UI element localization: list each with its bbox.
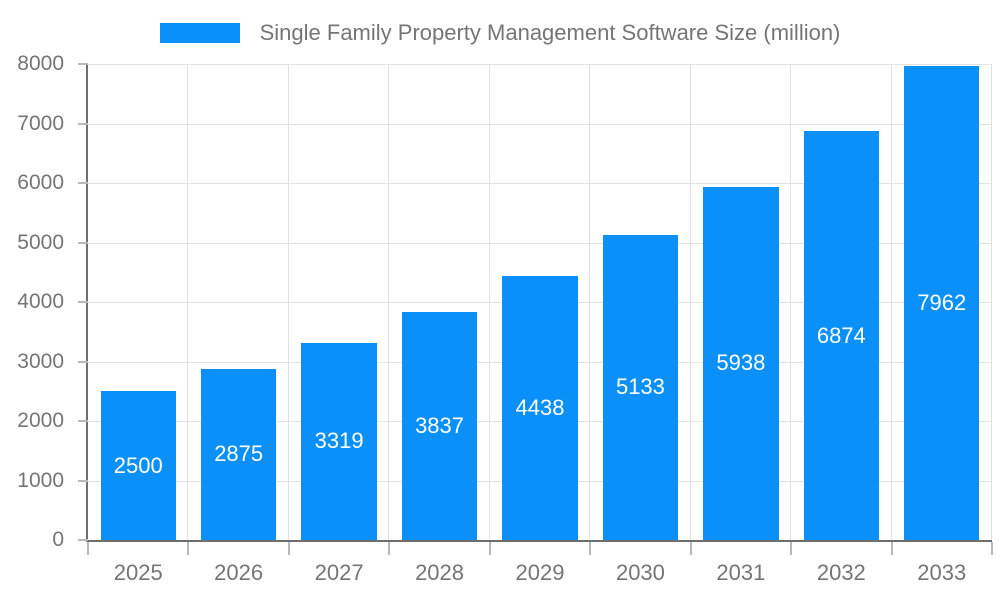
x-axis-label: 2025 — [113, 560, 163, 585]
y-axis-label: 7000 — [17, 111, 64, 135]
y-axis-label: 1000 — [17, 468, 64, 492]
y-axis-label: 0 — [52, 528, 64, 551]
bar-value-label: 2875 — [214, 441, 264, 467]
y-axis-tick — [78, 360, 88, 363]
legend[interactable]: Single Family Property Management Softwa… — [0, 8, 1000, 58]
y-axis-label: 2000 — [17, 409, 64, 432]
bar[interactable]: 5133 — [602, 234, 679, 540]
y-axis-tick — [78, 122, 88, 125]
x-axis-tick — [388, 542, 391, 555]
y-axis-label: 4000 — [17, 290, 64, 313]
y-axis-tick — [78, 301, 88, 303]
x-axis-label: 2030 — [615, 560, 665, 585]
y-axis-tick — [78, 539, 88, 541]
legend-swatch — [159, 23, 240, 43]
x-axis-tick — [991, 542, 993, 555]
bar-value-label: 3319 — [314, 428, 364, 454]
grid-line-vertical — [187, 64, 189, 540]
bar[interactable]: 2875 — [201, 368, 277, 540]
y-axis-tick — [78, 479, 88, 482]
grid-line-vertical — [388, 64, 390, 540]
bar[interactable]: 2500 — [100, 391, 176, 540]
bar[interactable]: 5938 — [703, 186, 779, 540]
grid-line-vertical — [991, 64, 992, 540]
bar-value-label: 6874 — [816, 322, 866, 348]
y-axis-tick — [78, 63, 88, 65]
x-axis-tick — [790, 542, 793, 555]
x-axis-tick — [890, 542, 893, 555]
grid-line-vertical — [790, 64, 792, 540]
x-axis-label: 2026 — [214, 560, 264, 585]
x-axis-tick — [689, 542, 692, 555]
grid-line-vertical — [589, 64, 591, 540]
y-axis-label: 8000 — [17, 52, 64, 75]
bar-value-label: 3837 — [415, 412, 465, 438]
bar[interactable]: 3837 — [401, 311, 478, 540]
bar[interactable]: 3319 — [301, 342, 377, 540]
x-axis-label: 2031 — [716, 560, 766, 585]
legend-label: Single Family Property Management Softwa… — [259, 20, 841, 45]
y-axis: 0 1000 2000 3000 4000 5000 6000 7000 8000 — [0, 52, 88, 551]
bar-value-label: 2500 — [113, 452, 163, 478]
x-axis-line — [88, 540, 992, 542]
grid-line-horizontal — [88, 64, 992, 65]
grid-line-vertical — [287, 64, 289, 540]
y-axis-tick — [78, 420, 88, 422]
y-axis-label: 3000 — [17, 349, 64, 373]
y-axis-label: 5000 — [17, 230, 64, 254]
bar[interactable]: 4438 — [502, 275, 578, 540]
bar-value-label: 5938 — [716, 350, 766, 376]
bar-value-label: 4438 — [515, 394, 565, 420]
bar[interactable]: 7962 — [904, 66, 980, 540]
grid-line-horizontal — [88, 123, 992, 125]
bar[interactable]: 6874 — [803, 131, 879, 540]
y-axis-tick — [78, 182, 88, 184]
x-axis-label: 2033 — [917, 560, 967, 585]
grid-line-vertical — [488, 64, 490, 540]
x-axis-tick — [187, 542, 190, 555]
grid-line-vertical — [689, 64, 691, 540]
x-axis-tick — [589, 542, 592, 555]
x-axis-label: 2029 — [515, 560, 565, 585]
y-axis-tick — [78, 241, 88, 244]
bar-value-label: 5133 — [615, 374, 665, 400]
grid-line-vertical — [890, 64, 892, 540]
x-axis: 2025 2026 2027 2028 2029 2030 2031 2032 2033 — [87, 542, 993, 600]
x-axis-label: 2027 — [314, 560, 364, 585]
y-axis-label: 6000 — [17, 171, 64, 194]
bar-value-label: 7962 — [917, 290, 967, 316]
grid-line-horizontal — [88, 242, 992, 244]
plot-area: 2500 2875 3319 3837 4438 5133 5938 6874 7962 — [88, 64, 992, 540]
x-axis-label: 2032 — [816, 560, 866, 585]
grid-line-horizontal — [88, 183, 992, 184]
x-axis-tick — [287, 542, 290, 555]
x-axis-tick — [87, 542, 89, 555]
x-axis-tick — [488, 542, 491, 555]
x-axis-label: 2028 — [415, 560, 465, 585]
y-axis-line — [86, 64, 88, 542]
